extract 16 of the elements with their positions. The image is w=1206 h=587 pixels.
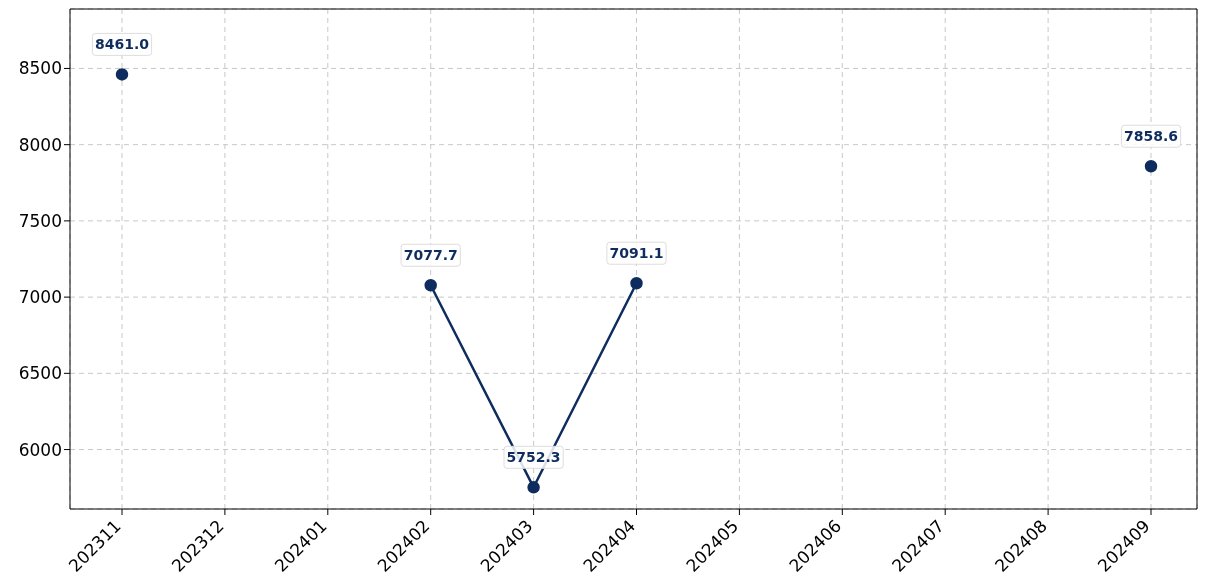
data-label: 8461.0 (94, 36, 150, 53)
point (630, 276, 643, 290)
y-tick-label: 7000 (18, 287, 62, 308)
point (424, 279, 437, 292)
data-label: 5752.3 (506, 449, 561, 466)
data-label: 7091.1 (609, 245, 664, 262)
data-label: 7858.6 (1123, 128, 1179, 145)
y-tick-label: 8500 (18, 58, 62, 79)
y-tick-label: 6500 (18, 363, 62, 384)
y-tick-label: 6000 (18, 439, 62, 460)
y-tick-label: 7500 (18, 210, 62, 231)
y-tick-label: 8000 (18, 134, 62, 155)
point (1144, 159, 1158, 173)
data-label: 7077.7 (403, 247, 458, 264)
point (115, 68, 129, 81)
point (527, 481, 540, 494)
